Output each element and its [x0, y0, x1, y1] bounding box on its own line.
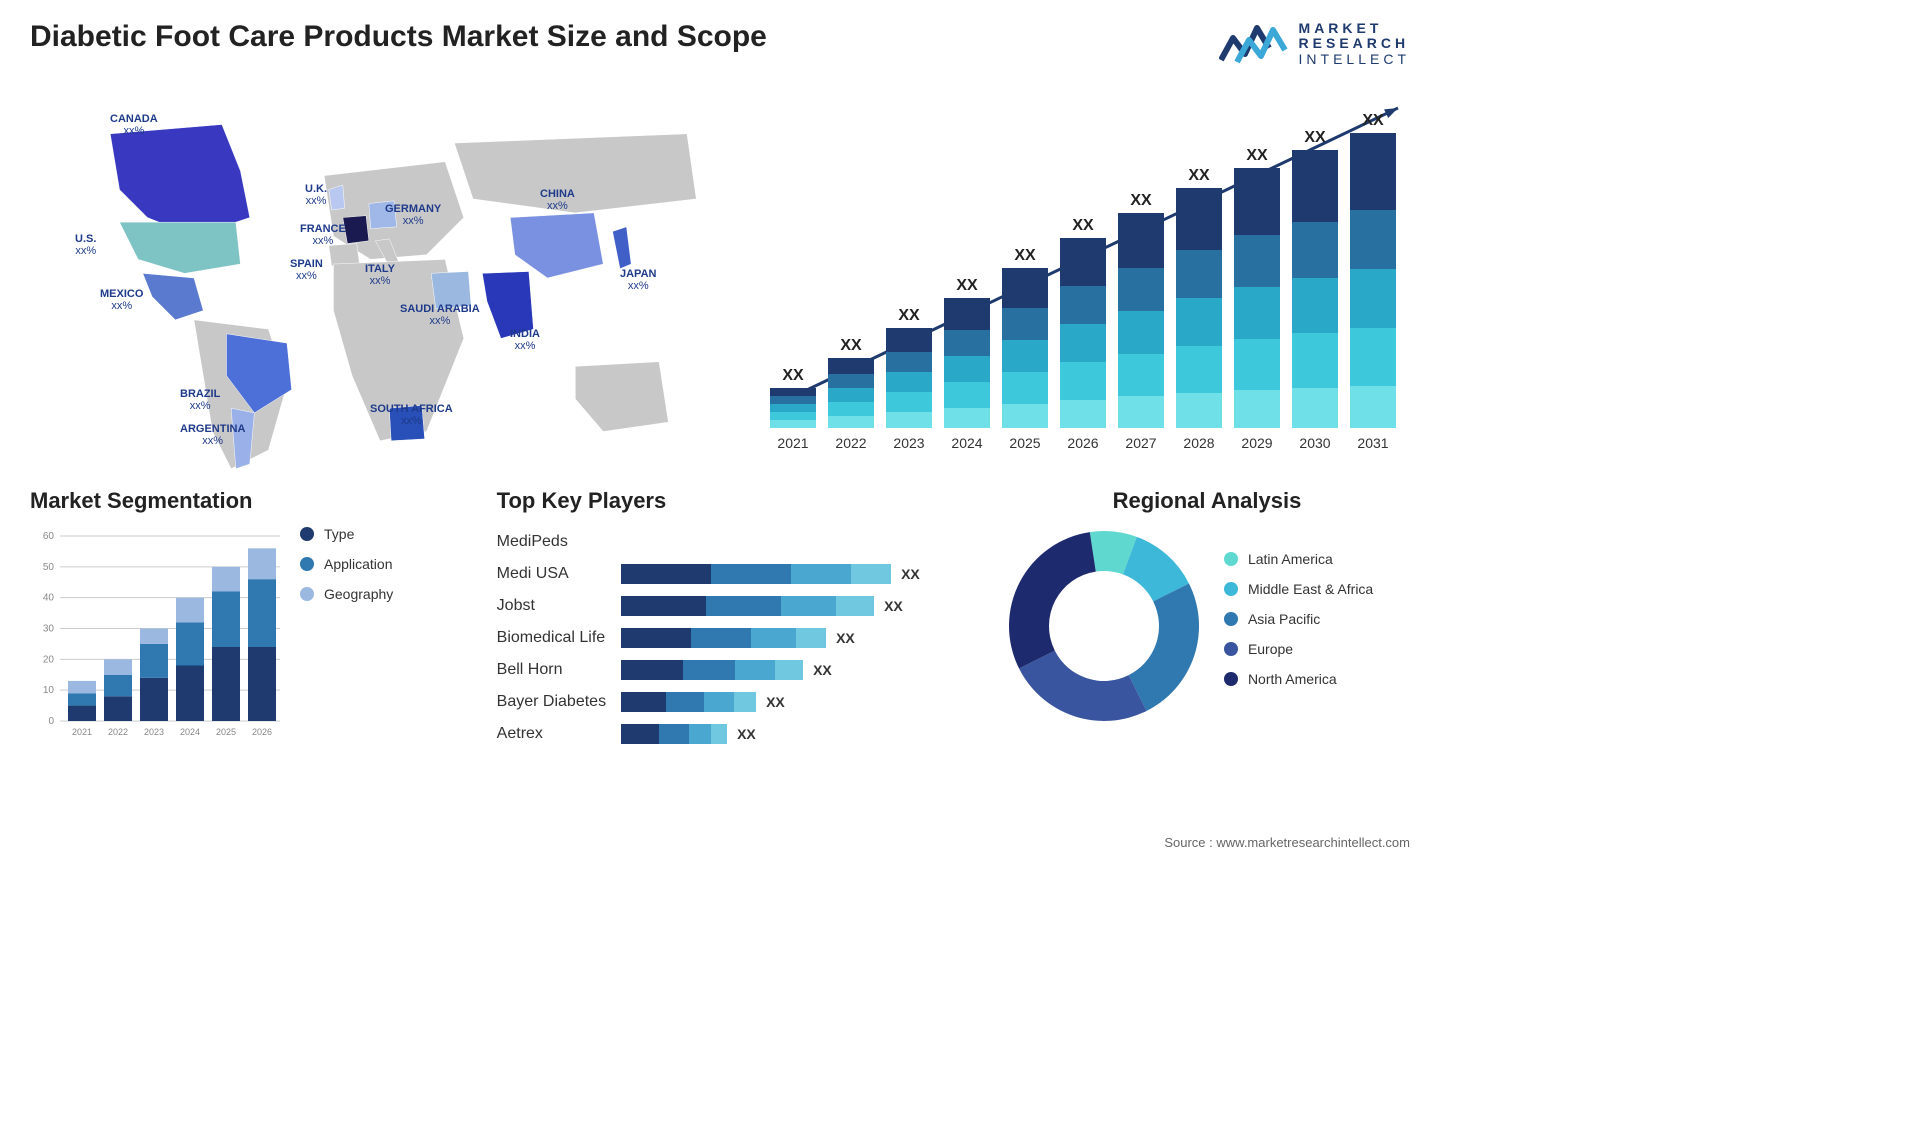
svg-text:10: 10 [43, 685, 55, 696]
svg-text:30: 30 [43, 624, 55, 635]
svg-text:XX: XX [1246, 147, 1268, 164]
player-name: MediPeds [497, 526, 606, 558]
svg-text:XX: XX [1130, 192, 1152, 209]
svg-text:2025: 2025 [1009, 435, 1040, 451]
svg-text:2024: 2024 [180, 727, 200, 737]
player-bar-row: XX [621, 654, 984, 686]
player-bar-row: XX [621, 718, 984, 750]
map-label: SOUTH AFRICAxx% [370, 403, 453, 427]
regional-donut-chart [1004, 526, 1204, 726]
growth-bar-chart: XX 2021 XX 2022 XX 2023 XX 2024 XX 2025 XX 2026 XX 20… [760, 78, 1410, 478]
segmentation-title: Market Segmentation [30, 488, 477, 514]
map-label: ARGENTINAxx% [180, 423, 245, 447]
svg-text:XX: XX [1188, 167, 1210, 184]
legend-item: North America [1224, 671, 1373, 687]
svg-text:XX: XX [898, 307, 920, 324]
legend-item: Geography [300, 586, 393, 602]
player-name: Bell Horn [497, 654, 606, 686]
legend-item: Asia Pacific [1224, 611, 1373, 627]
svg-text:XX: XX [840, 337, 862, 354]
map-label: SPAINxx% [290, 258, 323, 282]
svg-text:2026: 2026 [1067, 435, 1098, 451]
svg-text:2021: 2021 [777, 435, 808, 451]
svg-text:40: 40 [43, 593, 55, 604]
player-name: Bayer Diabetes [497, 686, 606, 718]
svg-text:60: 60 [43, 531, 55, 542]
svg-text:XX: XX [1304, 129, 1326, 146]
map-label: U.K.xx% [305, 183, 327, 207]
map-label: U.S.xx% [75, 233, 96, 257]
svg-text:2026: 2026 [252, 727, 272, 737]
player-name: Jobst [497, 590, 606, 622]
legend-item: Type [300, 526, 393, 542]
player-name: Aetrex [497, 718, 606, 750]
svg-text:2027: 2027 [1125, 435, 1156, 451]
brand-logo: MARKET RESEARCH INTELLECT [1219, 20, 1410, 68]
segmentation-legend: Type Application Geography [300, 526, 393, 746]
svg-text:50: 50 [43, 562, 55, 573]
map-label: CHINAxx% [540, 188, 575, 212]
player-name: Medi USA [497, 558, 606, 590]
regional-legend: Latin America Middle East & Africa Asia Pa… [1224, 551, 1373, 701]
svg-text:XX: XX [956, 277, 978, 294]
players-name-list: MediPedsMedi USAJobstBiomedical LifeBell… [497, 526, 606, 750]
svg-text:2024: 2024 [951, 435, 982, 451]
map-label: SAUDI ARABIAxx% [400, 303, 480, 327]
logo-mark-icon [1219, 20, 1289, 68]
svg-text:XX: XX [1014, 247, 1036, 264]
svg-text:2021: 2021 [72, 727, 92, 737]
map-label: ITALYxx% [365, 263, 395, 287]
legend-item: Latin America [1224, 551, 1373, 567]
map-label: CANADAxx% [110, 113, 158, 137]
svg-text:XX: XX [1362, 112, 1384, 129]
players-bar-chart: XXXXXXXXXXXX [621, 526, 984, 750]
player-bar-row: XX [621, 590, 984, 622]
logo-text: MARKET RESEARCH INTELLECT [1299, 21, 1410, 67]
player-bar-row [621, 526, 984, 558]
player-bar-row: XX [621, 558, 984, 590]
legend-item: Application [300, 556, 393, 572]
svg-text:2030: 2030 [1299, 435, 1330, 451]
svg-text:2022: 2022 [108, 727, 128, 737]
map-label: INDIAxx% [510, 328, 540, 352]
svg-text:0: 0 [48, 716, 54, 727]
players-panel: Top Key Players MediPedsMedi USAJobstBio… [497, 488, 984, 750]
svg-text:2023: 2023 [893, 435, 924, 451]
map-label: JAPANxx% [620, 268, 656, 292]
svg-text:XX: XX [1072, 217, 1094, 234]
legend-item: Europe [1224, 641, 1373, 657]
player-bar-row: XX [621, 622, 984, 654]
segmentation-panel: Market Segmentation 0 10 20 30 40 50 60 2021 202… [30, 488, 477, 750]
source-attribution: Source : www.marketresearchintellect.com [1164, 835, 1410, 850]
svg-text:2023: 2023 [144, 727, 164, 737]
map-label: FRANCExx% [300, 223, 346, 247]
svg-text:2031: 2031 [1357, 435, 1388, 451]
legend-item: Middle East & Africa [1224, 581, 1373, 597]
svg-text:2028: 2028 [1183, 435, 1214, 451]
players-title: Top Key Players [497, 488, 984, 514]
map-label: GERMANYxx% [385, 203, 441, 227]
page-title: Diabetic Foot Care Products Market Size … [30, 20, 767, 54]
regional-panel: Regional Analysis Latin America Middle Ea… [1004, 488, 1410, 750]
regional-title: Regional Analysis [1004, 488, 1410, 514]
svg-text:2025: 2025 [216, 727, 236, 737]
svg-text:2022: 2022 [835, 435, 866, 451]
svg-text:20: 20 [43, 654, 55, 665]
world-map: CANADAxx% U.S.xx% MEXICOxx% BRAZILxx% ARGENT… [30, 78, 730, 478]
player-bar-row: XX [621, 686, 984, 718]
svg-text:2029: 2029 [1241, 435, 1272, 451]
player-name: Biomedical Life [497, 622, 606, 654]
map-label: BRAZILxx% [180, 388, 220, 412]
map-label: MEXICOxx% [100, 288, 143, 312]
svg-text:XX: XX [782, 367, 804, 384]
